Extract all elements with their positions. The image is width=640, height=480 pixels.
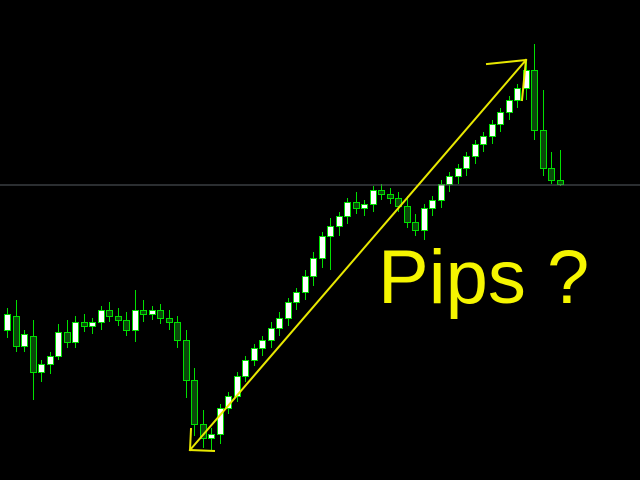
- candle-body: [21, 334, 28, 347]
- pips-annotation-label: Pips ?: [378, 235, 590, 320]
- candle-body: [557, 180, 564, 185]
- candle-body: [268, 328, 275, 341]
- candle-body: [497, 112, 504, 125]
- candle-body: [387, 194, 394, 199]
- candles-layer: [4, 44, 564, 450]
- arrow-head-top-barb-2[interactable]: [520, 58, 528, 102]
- candle-body: [183, 340, 190, 381]
- candle-body: [4, 314, 11, 331]
- candle-body: [421, 208, 428, 231]
- candle-body: [361, 204, 368, 209]
- candle-body: [353, 202, 360, 209]
- candle-body: [412, 222, 419, 231]
- candle-body: [55, 332, 62, 357]
- arrow-shaft[interactable]: [188, 58, 528, 452]
- candle-body: [302, 276, 309, 293]
- candle-body: [174, 322, 181, 341]
- candle-body: [489, 124, 496, 137]
- arrow-head-top-barb-1[interactable]: [485, 58, 528, 66]
- candle-body: [251, 348, 258, 361]
- candle-body: [123, 320, 130, 331]
- candle-body: [259, 340, 266, 349]
- candle-body: [293, 292, 300, 303]
- candle-body: [378, 190, 385, 195]
- candle-body: [438, 184, 445, 201]
- candle-body: [463, 156, 470, 169]
- candle-body: [310, 258, 317, 277]
- measure-arrow[interactable]: [188, 58, 528, 453]
- candle-body: [446, 176, 453, 185]
- candle-body: [149, 310, 156, 315]
- candle-body: [191, 380, 198, 425]
- candle-body: [514, 88, 521, 101]
- candle-body: [13, 316, 20, 347]
- candle-body: [81, 322, 88, 327]
- candle-body: [115, 316, 122, 321]
- candle-body: [132, 310, 139, 331]
- candle-body: [30, 336, 37, 373]
- candle-body: [472, 144, 479, 157]
- candle-body: [429, 200, 436, 209]
- candle-body: [548, 168, 555, 181]
- candle-body: [208, 434, 215, 439]
- arrow-head-bottom-barb-1[interactable]: [188, 427, 193, 452]
- candle-body: [157, 310, 164, 319]
- candle-body: [234, 376, 241, 397]
- candle-body: [285, 302, 292, 319]
- candle-body: [531, 70, 538, 131]
- candle-body: [106, 310, 113, 317]
- candle-body: [404, 206, 411, 223]
- candle-body: [370, 190, 377, 205]
- candle-body: [455, 168, 462, 177]
- candle-body: [276, 318, 283, 329]
- candle-body: [336, 216, 343, 227]
- candle-body: [242, 360, 249, 377]
- candle-body: [319, 236, 326, 259]
- candle-body: [72, 322, 79, 343]
- candle-body: [140, 310, 147, 315]
- candle-body: [217, 408, 224, 435]
- candle-body: [98, 310, 105, 323]
- candle-body: [89, 322, 96, 327]
- candle-body: [38, 364, 45, 373]
- candle-body: [540, 130, 547, 169]
- arrow-head-bottom-barb-2[interactable]: [188, 448, 216, 453]
- candle-body: [506, 100, 513, 113]
- candle-body: [166, 318, 173, 323]
- candle-body: [64, 332, 71, 343]
- candle-body: [480, 136, 487, 145]
- candle-body: [327, 226, 334, 237]
- candle-body: [344, 202, 351, 217]
- candle-body: [47, 356, 54, 365]
